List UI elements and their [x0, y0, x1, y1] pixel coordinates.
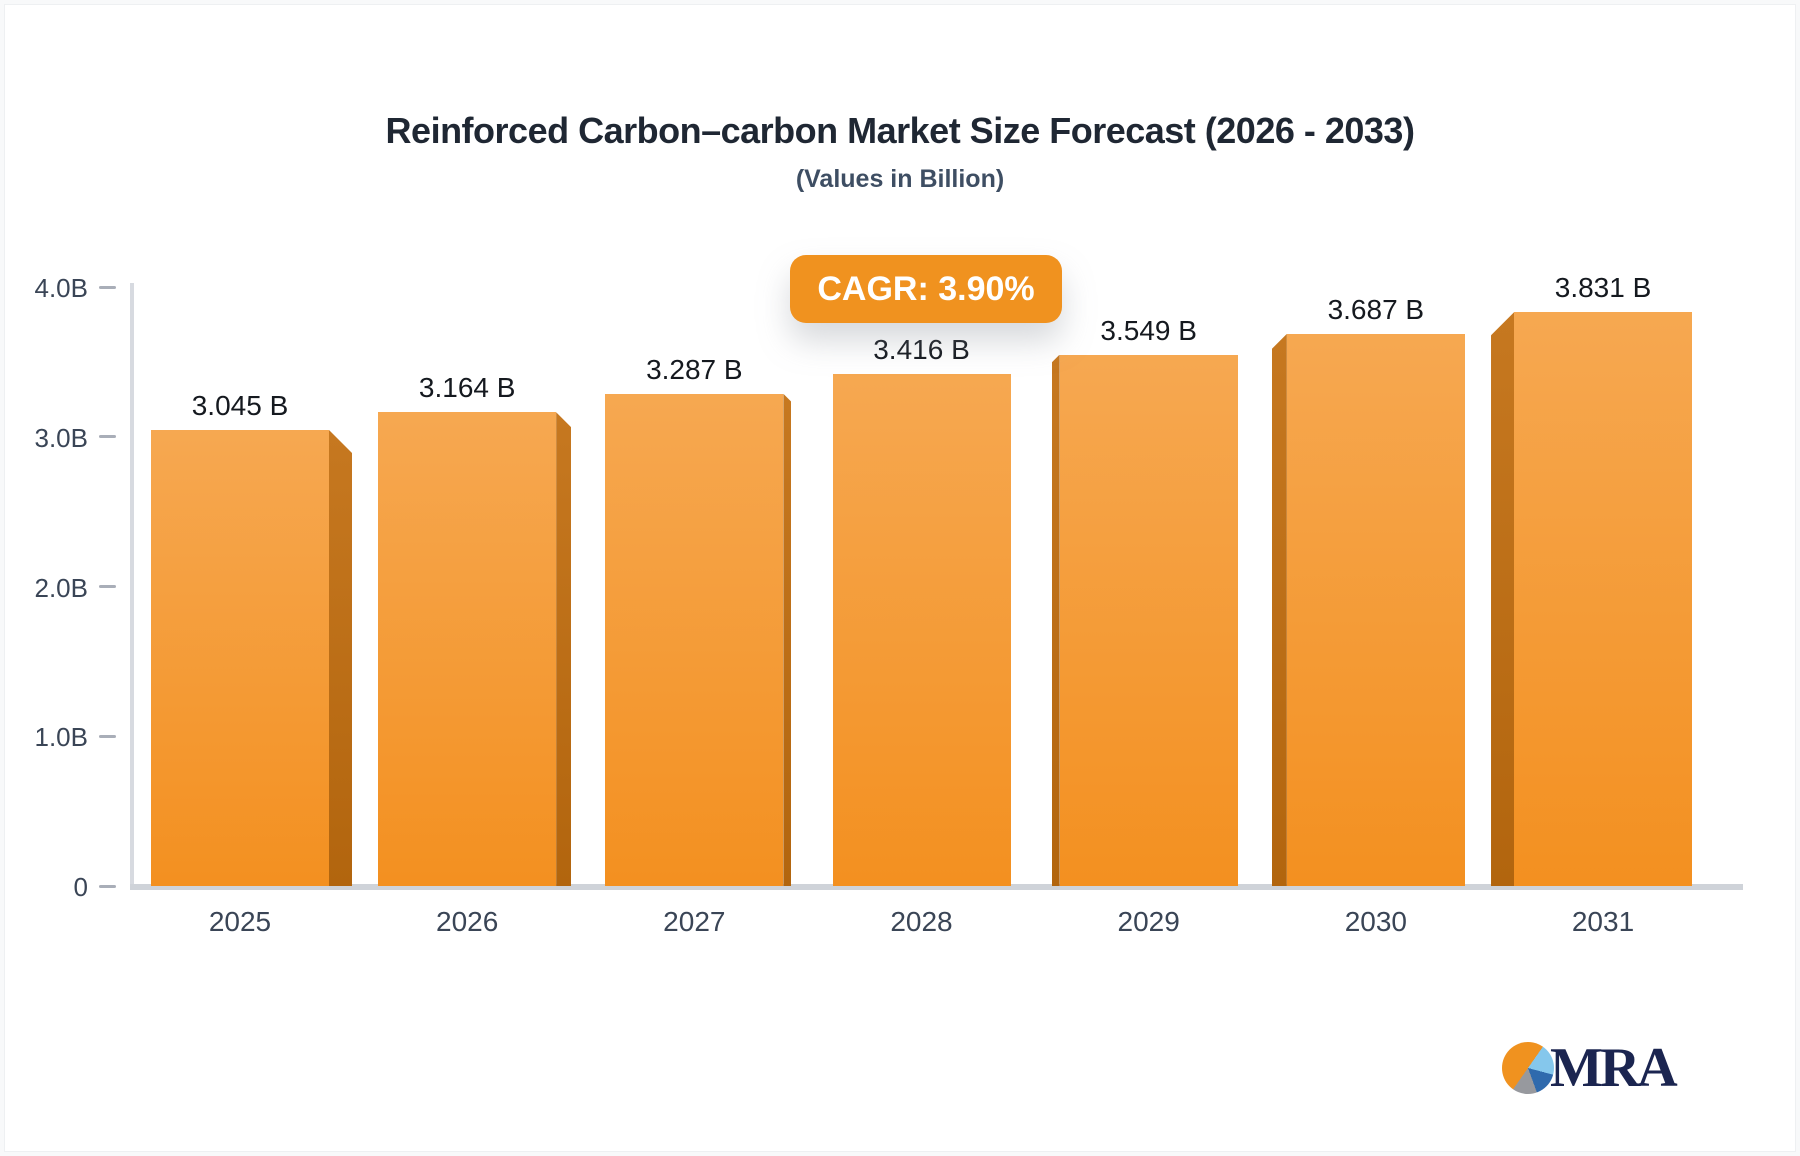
bar-2027: [605, 393, 784, 886]
bar-side-face-2029: [1051, 354, 1060, 886]
bar-side-face-2027: [783, 393, 792, 886]
page-subtitle: (Values in Billion): [795, 165, 1005, 193]
y-tick-label-1.0B: 1.0B: [34, 722, 89, 753]
bar-2030: [1286, 333, 1465, 886]
x-axis-label-2026: 2026: [436, 906, 499, 937]
bar-value-label-2027: 3.287 B: [646, 353, 743, 385]
bar-side-face-2031: [1491, 312, 1515, 886]
x-axis-label-2028: 2028: [890, 906, 953, 937]
bar-2031: [1514, 312, 1693, 886]
bar-2026: [378, 412, 557, 886]
bar-value-label-2026: 3.164 B: [418, 372, 516, 404]
x-axis-label-2030: 2030: [1344, 906, 1407, 937]
brand-logo-text: MRA: [1550, 1037, 1678, 1099]
x-axis-label-2029: 2029: [1117, 906, 1180, 937]
y-tick-3.0B: [99, 435, 116, 439]
bar-side-face-2026: [556, 412, 572, 886]
x-axis-label-2025: 2025: [208, 906, 272, 937]
bar-value-label-2030: 3.687 B: [1327, 293, 1425, 325]
page-title: Reinforced Carbon–carbon Market Size For…: [385, 110, 1415, 151]
x-axis-label-2031: 2031: [1571, 906, 1635, 937]
x-axis-baseline: [130, 884, 1743, 890]
y-tick-label-3.0B: 3.0B: [34, 422, 89, 453]
y-tick-1.0B: [99, 734, 116, 738]
y-tick-4.0B: [99, 285, 116, 289]
y-tick-label-2.0B: 2.0B: [34, 572, 89, 603]
cagr-badge: CAGR: 3.90%: [790, 255, 1062, 323]
bar-side-face-2030: [1271, 333, 1287, 886]
bar-value-label-2025: 3.045 B: [191, 390, 289, 421]
bar-value-label-2028: 3.416 B: [873, 334, 970, 366]
bar-side-face-2025: [329, 430, 352, 886]
bar-value-label-2029: 3.549 B: [1100, 314, 1197, 346]
pie-chart-icon: [1502, 1042, 1554, 1094]
x-axis-label-2027: 2027: [663, 906, 726, 937]
y-axis-line: [130, 283, 134, 890]
y-tick-2.0B: [99, 585, 116, 588]
y-tick-label-0: 0: [73, 872, 88, 902]
y-tick-label-4.0B: 4.0B: [34, 273, 89, 303]
bar-2025: [151, 430, 329, 886]
brand-logo: MRA: [1502, 1037, 1678, 1099]
bar-2028: [832, 374, 1011, 886]
bar-2029: [1059, 354, 1238, 886]
y-tick-0: [99, 884, 116, 888]
bar-value-label-2031: 3.831 B: [1554, 272, 1652, 304]
